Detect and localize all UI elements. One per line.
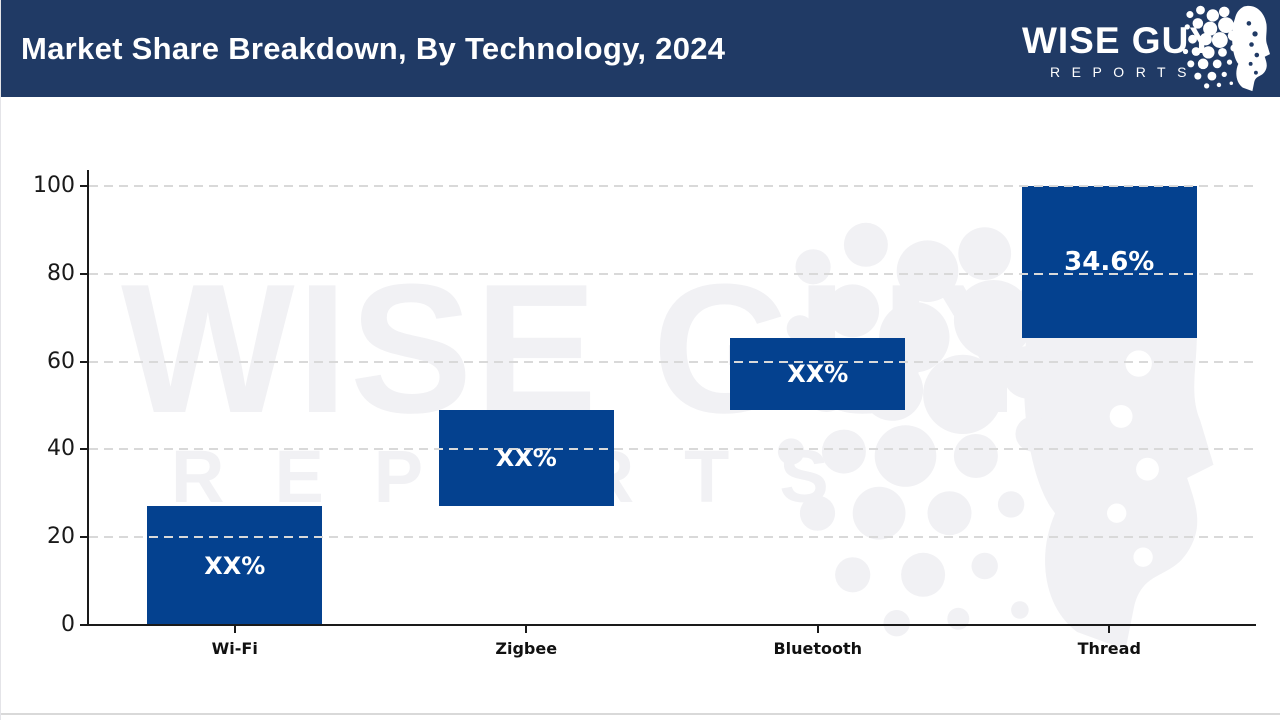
wiseguy-face-dots-icon (1181, 4, 1271, 96)
x-axis-line (87, 624, 1256, 626)
gridline (89, 360, 1255, 363)
x-tick-mark (816, 626, 819, 633)
logo-wordmark: WISE GUY (1021, 20, 1215, 62)
x-axis-label: Zigbee (495, 639, 558, 658)
bar-wi-fi: XX% (147, 506, 323, 625)
bar-bluetooth: XX% (730, 337, 906, 410)
y-tick-label: 80 (47, 260, 75, 286)
y-axis-line (87, 170, 89, 626)
page-title: Market Share Breakdown, By Technology, 2… (21, 30, 726, 66)
gridline (89, 185, 1255, 187)
gridline (89, 536, 1255, 539)
bar-value-label: XX% (787, 359, 849, 388)
y-tick-mark (80, 536, 88, 539)
wiseguy-logo: WISE GUY REPORTS (1022, 4, 1271, 96)
wiseguy-logo-text: WISE GUY REPORTS (1022, 20, 1215, 80)
bottom-divider (1, 713, 1280, 715)
bar-thread: 34.6% (1021, 186, 1197, 338)
gridline (89, 272, 1255, 275)
y-tick-mark (80, 624, 88, 626)
x-tick-mark (525, 626, 528, 633)
y-tick-mark (80, 448, 88, 451)
y-tick-mark (80, 360, 88, 363)
y-tick-label: 60 (47, 348, 75, 374)
bar-zigbee: XX% (438, 409, 614, 507)
x-tick-mark (233, 626, 236, 633)
y-tick-label: 40 (47, 436, 75, 462)
x-axis-label: Thread (1077, 639, 1141, 658)
y-tick-mark (80, 185, 88, 187)
y-tick-mark (80, 272, 88, 275)
x-tick-mark (1108, 626, 1111, 633)
y-tick-label: 20 (47, 524, 75, 550)
header-bar: Market Share Breakdown, By Technology, 2… (1, 0, 1280, 97)
x-axis-label: Wi-Fi (211, 639, 258, 658)
bar-value-label: XX% (204, 551, 266, 580)
logo-subtext: REPORTS (1050, 63, 1198, 80)
x-axis-label: Bluetooth (773, 639, 863, 658)
y-tick-label: 100 (33, 173, 75, 198)
gridline (89, 448, 1255, 451)
y-tick-label: 0 (61, 612, 75, 637)
